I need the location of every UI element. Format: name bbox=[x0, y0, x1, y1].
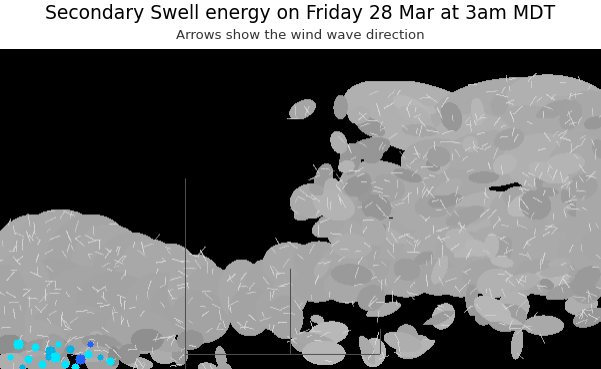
Text: Secondary Swell energy on Friday 28 Mar at 3am MDT: Secondary Swell energy on Friday 28 Mar … bbox=[45, 4, 556, 23]
Text: Arrows show the wind wave direction: Arrows show the wind wave direction bbox=[176, 28, 425, 42]
